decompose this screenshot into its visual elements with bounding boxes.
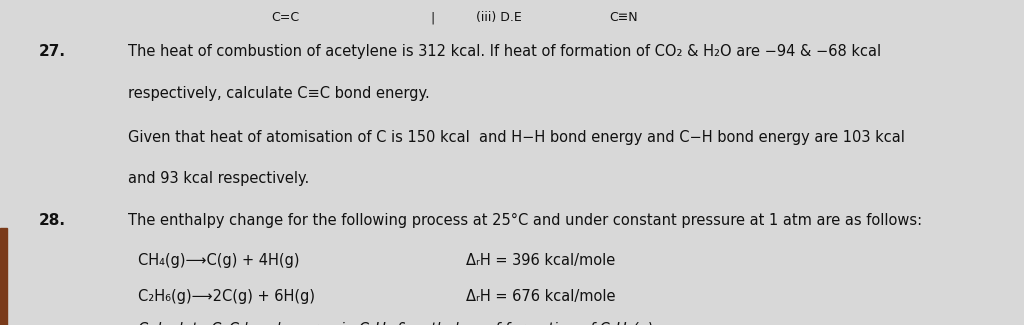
Text: |: | bbox=[430, 11, 434, 24]
Text: (iii) D.E: (iii) D.E bbox=[476, 11, 522, 24]
Text: C≡N: C≡N bbox=[609, 11, 638, 24]
Text: Calculate C–C bond energy in C₂H₆ & enthalpy  of formation of C₂H₆(g): Calculate C–C bond energy in C₂H₆ & enth… bbox=[138, 322, 653, 325]
Text: The enthalpy change for the following process at 25°C and under constant pressur: The enthalpy change for the following pr… bbox=[128, 213, 923, 228]
Text: respectively, calculate C≡C bond energy.: respectively, calculate C≡C bond energy. bbox=[128, 86, 430, 101]
Text: 28.: 28. bbox=[39, 213, 66, 228]
Text: 27.: 27. bbox=[39, 44, 66, 59]
Text: and 93 kcal respectively.: and 93 kcal respectively. bbox=[128, 171, 309, 186]
Text: ΔᵣH = 676 kcal/mole: ΔᵣH = 676 kcal/mole bbox=[466, 289, 615, 304]
Text: C=C: C=C bbox=[271, 11, 299, 24]
Text: The heat of combustion of acetylene is 312 kcal. If heat of formation of CO₂ & H: The heat of combustion of acetylene is 3… bbox=[128, 44, 881, 59]
Text: CH₄(g)⟶C(g) + 4H(g): CH₄(g)⟶C(g) + 4H(g) bbox=[138, 254, 300, 268]
Text: Given that heat of atomisation of C is 150 kcal  and H−H bond energy and C−H bon: Given that heat of atomisation of C is 1… bbox=[128, 130, 905, 145]
Text: C₂H₆(g)⟶2C(g) + 6H(g): C₂H₆(g)⟶2C(g) + 6H(g) bbox=[138, 289, 315, 304]
Text: ΔᵣH = 396 kcal/mole: ΔᵣH = 396 kcal/mole bbox=[466, 254, 615, 268]
